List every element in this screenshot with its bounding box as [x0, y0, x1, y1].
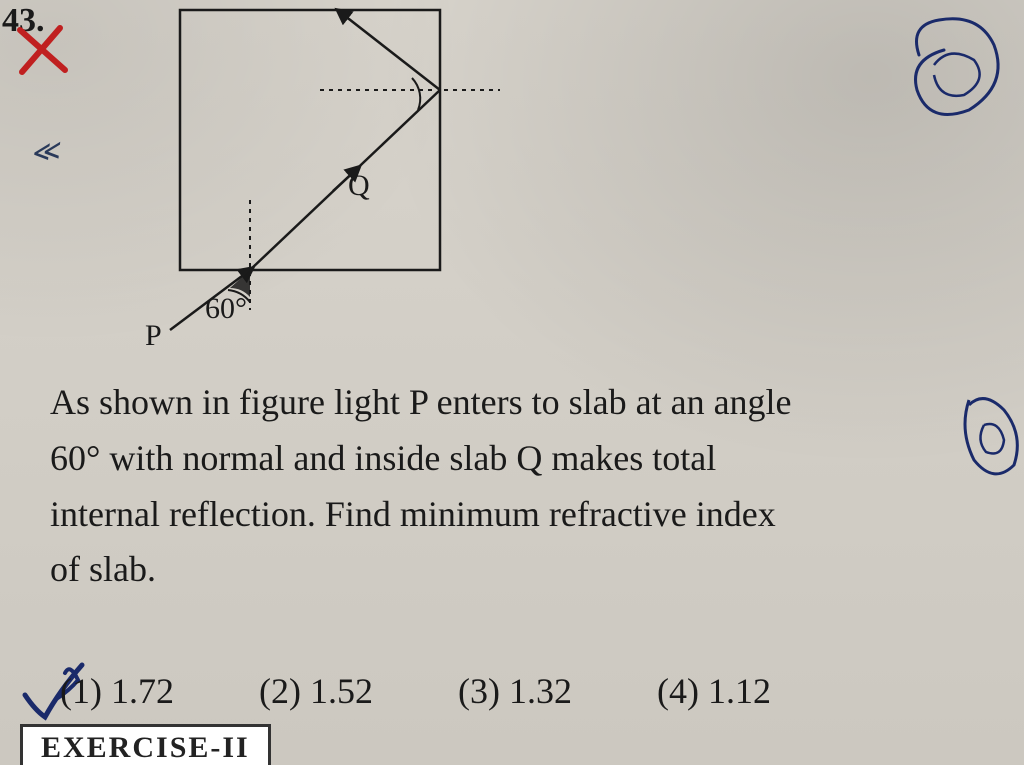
svg-text:P: P	[145, 319, 162, 352]
options-row: (1) 1.72 (2) 1.52 (3) 1.32 (4) 1.12	[60, 670, 984, 712]
question-line-1: As shown in figure light P enters to sla…	[50, 382, 792, 422]
svg-text:60°: 60°	[205, 292, 247, 325]
option-3-val: 1.32	[509, 671, 572, 711]
red-x-mark	[10, 20, 80, 90]
option-2: (2) 1.52	[259, 670, 373, 712]
question-text: As shown in figure light P enters to sla…	[50, 375, 964, 598]
option-1-val: 1.72	[111, 671, 174, 711]
blue-scribble-right	[954, 380, 1024, 490]
option-4-val: 1.12	[708, 671, 771, 711]
svg-text:Q: Q	[348, 169, 370, 202]
option-3-num: (3)	[458, 670, 500, 712]
option-3: (3) 1.32	[458, 670, 572, 712]
option-4: (4) 1.12	[657, 670, 771, 712]
option-2-val: 1.52	[310, 671, 373, 711]
optics-diagram: 60° P Q	[130, 0, 490, 350]
exercise-label: EXERCISE-II	[20, 724, 271, 765]
question-line-3: internal reflection. Find minimum refrac…	[50, 494, 776, 534]
option-4-num: (4)	[657, 670, 699, 712]
option-1: (1) 1.72	[60, 670, 174, 712]
option-2-num: (2)	[259, 670, 301, 712]
question-line-4: of slab.	[50, 549, 156, 589]
pen-scribble: ≪	[28, 133, 62, 171]
question-line-2: 60° with normal and inside slab Q makes …	[50, 438, 716, 478]
option-1-num: (1)	[60, 670, 102, 712]
blue-scribble-top-right	[899, 5, 1019, 135]
